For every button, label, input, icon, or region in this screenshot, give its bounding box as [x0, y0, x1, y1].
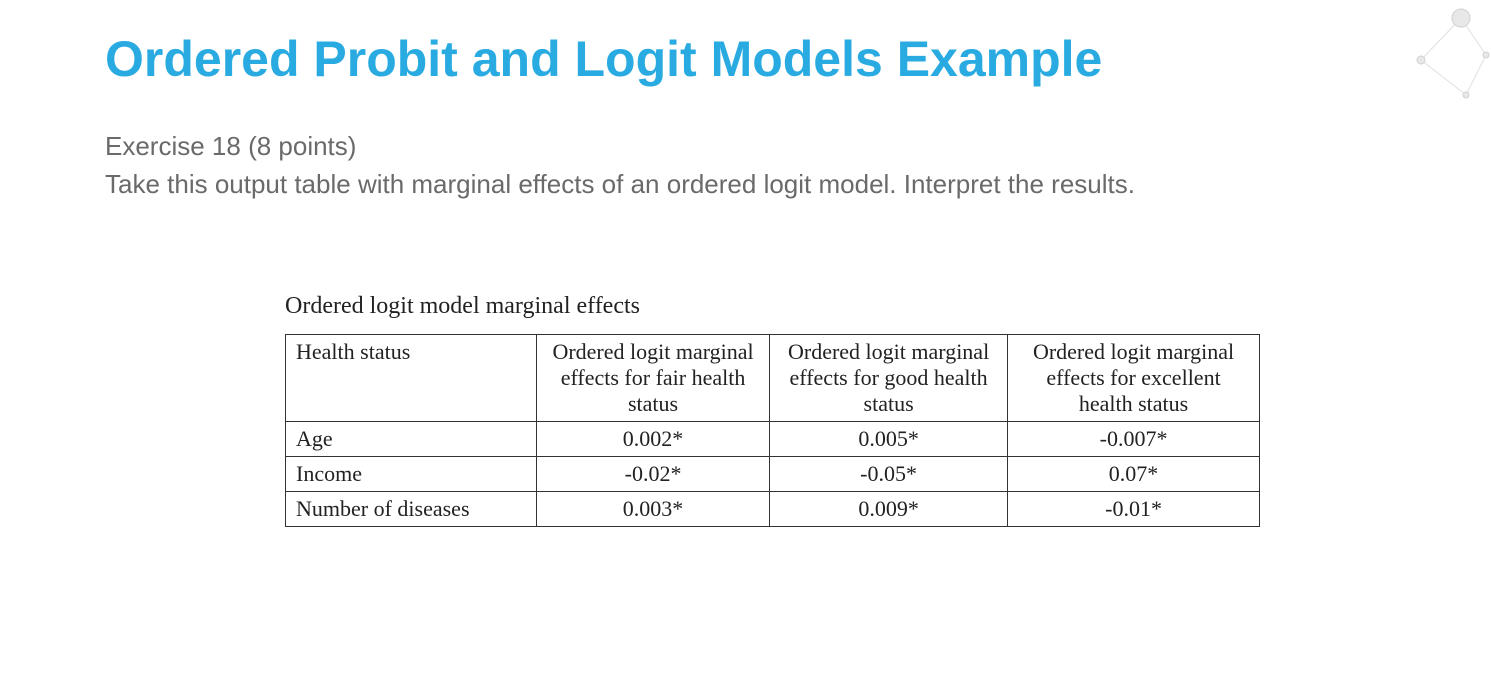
- cell-value: 0.005*: [770, 422, 1008, 457]
- cell-value: -0.05*: [770, 457, 1008, 492]
- row-label: Number of diseases: [286, 492, 537, 527]
- marginal-effects-table: Health status Ordered logit marginal eff…: [285, 334, 1260, 527]
- cell-value: -0.02*: [537, 457, 770, 492]
- col-header-fair: Ordered logit marginal effects for fair …: [537, 335, 770, 422]
- table-row: Income -0.02* -0.05* 0.07*: [286, 457, 1260, 492]
- col-header-variable: Health status: [286, 335, 537, 422]
- cell-value: 0.07*: [1008, 457, 1260, 492]
- table-header-row: Health status Ordered logit marginal eff…: [286, 335, 1260, 422]
- cell-value: 0.003*: [537, 492, 770, 527]
- table-container: Ordered logit model marginal effects Hea…: [285, 293, 1260, 527]
- exercise-text: Exercise 18 (8 points) Take this output …: [105, 128, 1391, 203]
- exercise-line-2: Take this output table with marginal eff…: [105, 166, 1391, 204]
- cell-value: -0.007*: [1008, 422, 1260, 457]
- row-label: Age: [286, 422, 537, 457]
- row-label: Income: [286, 457, 537, 492]
- cell-value: 0.009*: [770, 492, 1008, 527]
- table-row: Age 0.002* 0.005* -0.007*: [286, 422, 1260, 457]
- exercise-line-1: Exercise 18 (8 points): [105, 128, 1391, 166]
- cell-value: -0.01*: [1008, 492, 1260, 527]
- cell-value: 0.002*: [537, 422, 770, 457]
- page-title: Ordered Probit and Logit Models Example: [105, 30, 1391, 88]
- table-row: Number of diseases 0.003* 0.009* -0.01*: [286, 492, 1260, 527]
- col-header-good: Ordered logit marginal effects for good …: [770, 335, 1008, 422]
- col-header-excellent: Ordered logit marginal effects for excel…: [1008, 335, 1260, 422]
- slide: Ordered Probit and Logit Models Example …: [0, 0, 1491, 684]
- table-caption: Ordered logit model marginal effects: [285, 293, 1260, 320]
